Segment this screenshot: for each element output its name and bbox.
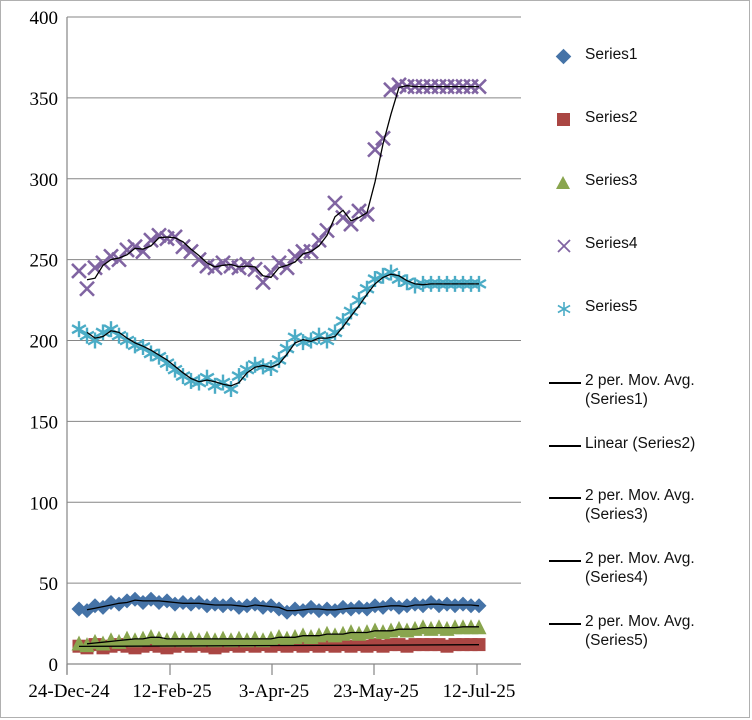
series-series1 — [71, 591, 487, 620]
data-point-marker — [472, 638, 486, 652]
diamond-marker — [549, 47, 583, 67]
data-point-marker — [79, 280, 95, 297]
legend-item-2-per-mov-avg[interactable]: 2 per. Mov. Avg. (Series3) — [549, 486, 749, 549]
data-point-marker — [351, 203, 367, 220]
y-axis-tick-label: 0 — [49, 655, 59, 676]
legend-item-label: 2 per. Mov. Avg. (Series1) — [585, 372, 695, 408]
data-point-marker — [207, 259, 223, 276]
data-point-marker — [247, 261, 263, 278]
legend-item-series2[interactable]: Series2 — [549, 108, 749, 171]
series-series3 — [71, 619, 487, 653]
y-axis-tick-label: 300 — [30, 170, 59, 191]
legend-item-label: Linear (Series2) — [585, 435, 696, 452]
y-axis-tick-label: 150 — [30, 412, 59, 433]
legend-item-label: Series5 — [585, 298, 638, 315]
square-marker — [549, 110, 583, 130]
line-marker — [549, 488, 583, 508]
legend-item-series1[interactable]: Series1 — [549, 45, 749, 108]
data-point-marker — [375, 130, 391, 147]
data-point-marker — [367, 141, 383, 158]
data-point-marker — [87, 259, 103, 276]
asterisk-marker — [549, 299, 583, 319]
x-axis-tick-label: 23-May-25 — [333, 681, 418, 702]
data-point-marker — [327, 195, 343, 211]
legend-item-label: 2 per. Mov. Avg. (Series5) — [585, 613, 695, 649]
y-axis-tick-label: 200 — [30, 332, 59, 353]
chart-legend: Series1 Series2 Series3 Series4 Series5 2 per… — [549, 45, 749, 675]
data-point-marker — [231, 259, 247, 276]
line-marker — [549, 373, 583, 393]
legend-item-label: Series1 — [585, 46, 638, 63]
data-point-marker — [463, 598, 479, 614]
y-axis-tick-label: 250 — [30, 251, 59, 272]
data-point-marker — [327, 324, 343, 341]
data-point-marker — [215, 254, 231, 271]
trendline-series3 — [86, 626, 479, 645]
data-point-marker — [223, 381, 239, 398]
y-axis-tick-label: 350 — [30, 89, 59, 110]
data-point-marker — [167, 361, 183, 378]
trendline-series4 — [86, 85, 479, 281]
legend-item-label: 2 per. Mov. Avg. (Series4) — [585, 550, 695, 586]
y-axis-tick-label: 100 — [30, 493, 59, 514]
triangle-marker — [549, 173, 583, 193]
series-series5 — [71, 264, 487, 398]
legend-item-label: Series2 — [585, 109, 638, 126]
legend-item-linear-series2[interactable]: Linear (Series2) — [549, 434, 749, 486]
trendline-series2 — [78, 644, 480, 648]
data-point-marker — [119, 242, 135, 258]
trendline-series1 — [86, 599, 480, 612]
x-axis-tick-label: 12-Jul-25 — [443, 681, 516, 702]
legend-item-2-per-mov-avg[interactable]: 2 per. Mov. Avg. (Series5) — [549, 612, 749, 675]
data-point-marker — [71, 321, 87, 338]
trendline-series5 — [86, 273, 479, 387]
data-point-marker — [175, 238, 191, 255]
legend-item-series5[interactable]: Series5 — [549, 297, 749, 371]
data-point-marker — [143, 232, 159, 249]
legend-item-label: Series3 — [585, 172, 638, 189]
legend-item-2-per-mov-avg[interactable]: 2 per. Mov. Avg. (Series1) — [549, 371, 749, 434]
data-point-marker — [239, 256, 255, 273]
line-marker — [549, 551, 583, 571]
x-axis-tick-label: 12-Feb-25 — [132, 681, 211, 702]
data-point-marker — [287, 248, 303, 265]
data-point-marker — [71, 263, 87, 279]
x-axis-tick-label: 3-Apr-25 — [239, 681, 309, 702]
legend-item-series4[interactable]: Series4 — [549, 234, 749, 297]
data-point-marker — [271, 254, 287, 271]
data-point-marker — [231, 368, 247, 385]
y-axis-tick-label: 400 — [30, 8, 59, 29]
line-marker — [549, 436, 583, 456]
legend-item-2-per-mov-avg[interactable]: 2 per. Mov. Avg. (Series4) — [549, 549, 749, 612]
data-point-marker — [151, 227, 167, 244]
legend-item-series3[interactable]: Series3 — [549, 171, 749, 234]
data-point-marker — [383, 81, 399, 98]
line-marker — [549, 614, 583, 634]
legend-item-label: 2 per. Mov. Avg. (Series3) — [585, 487, 695, 523]
legend-item-label: Series4 — [585, 235, 638, 252]
series-series4 — [71, 77, 487, 297]
y-axis-tick-label: 50 — [39, 574, 58, 595]
data-point-marker — [159, 355, 175, 372]
x-axis-tick-label: 24-Dec-24 — [28, 681, 110, 702]
data-point-marker — [271, 351, 287, 368]
data-point-marker — [359, 206, 375, 223]
data-point-marker — [103, 248, 119, 265]
data-point-marker — [151, 348, 167, 365]
x-marker — [549, 236, 583, 256]
